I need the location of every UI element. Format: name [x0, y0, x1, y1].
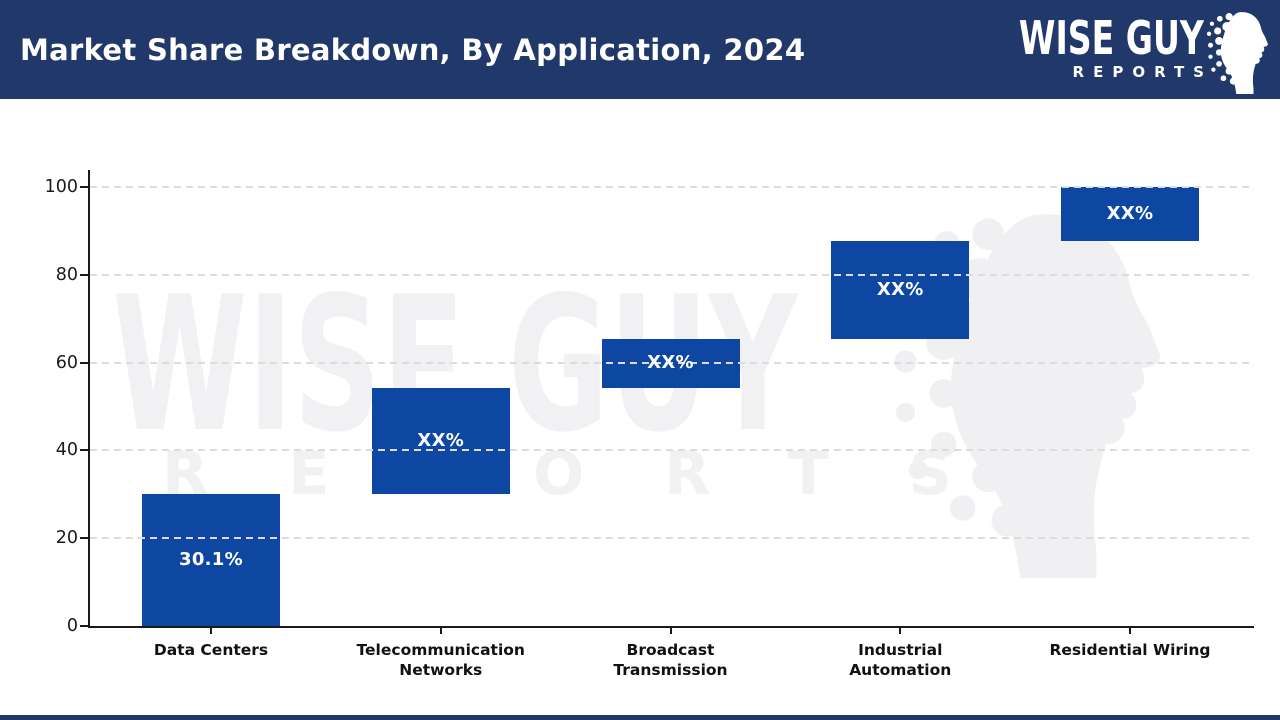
bar-label-telecommunication-networks: XX% [417, 429, 465, 451]
y-tick-100 [80, 186, 88, 188]
bar-label-residential-wiring: XX% [1106, 202, 1154, 224]
gridline-60 [90, 361, 1254, 364]
y-tick-label-60: 60 [55, 352, 78, 373]
x-category-label-broadcast-transmission: Broadcast Transmission [613, 641, 728, 679]
watermark-subtext: REPORTS [162, 439, 1032, 509]
y-tick-60 [80, 361, 88, 364]
y-tick-20 [80, 537, 88, 540]
x-tick-data-centers [210, 626, 212, 634]
y-tick-label-0: 0 [66, 616, 78, 636]
bar-residential-wiring [1061, 187, 1199, 241]
gridline-80 [90, 273, 1254, 276]
bar-industrial-automation [831, 240, 970, 339]
x-tick-residential-wiring [1129, 626, 1131, 634]
gridline-20 [90, 537, 1254, 540]
brand-logo: WISE GUY REPORTS [1012, 4, 1272, 96]
gridline-40 [90, 449, 1254, 452]
bar-label-data-centers: 30.1% [179, 548, 243, 570]
bar-label-industrial-automation: XX% [876, 278, 924, 300]
gridline-100 [90, 186, 1254, 188]
bar-data-centers [142, 493, 280, 626]
x-tick-broadcast-transmission [669, 626, 672, 634]
brand-name: WISE GUY [1019, 11, 1204, 65]
x-category-label-residential-wiring: Residential Wiring [1049, 641, 1211, 659]
bar-label-broadcast-transmission: XX% [647, 352, 694, 374]
brand-head-icon [1206, 12, 1268, 94]
y-tick-0 [80, 625, 88, 627]
y-tick-label-20: 20 [55, 528, 78, 549]
x-tick-telecommunication-networks [439, 626, 442, 634]
brand-subtitle: REPORTS [1072, 63, 1213, 81]
y-axis-line [88, 170, 90, 628]
x-category-label-data-centers: Data Centers [153, 641, 269, 659]
x-tick-industrial-automation [899, 626, 902, 634]
chart-title: Market Share Breakdown, By Application, … [20, 32, 806, 67]
y-tick-label-40: 40 [55, 440, 78, 461]
brand-logo-text: WISE GUY REPORTS [947, 14, 1204, 81]
header: Market Share Breakdown, By Application, … [0, 0, 1280, 99]
y-tick-label-80: 80 [55, 264, 78, 285]
y-tick-40 [80, 449, 88, 452]
y-tick-label-100: 100 [44, 177, 78, 197]
x-category-label-telecommunication-networks: Telecommunication Networks [356, 641, 525, 679]
bar-telecommunication-networks [371, 388, 510, 494]
y-tick-80 [80, 273, 88, 276]
x-category-label-industrial-automation: Industrial Automation [849, 641, 952, 679]
footer-bar [0, 715, 1280, 720]
